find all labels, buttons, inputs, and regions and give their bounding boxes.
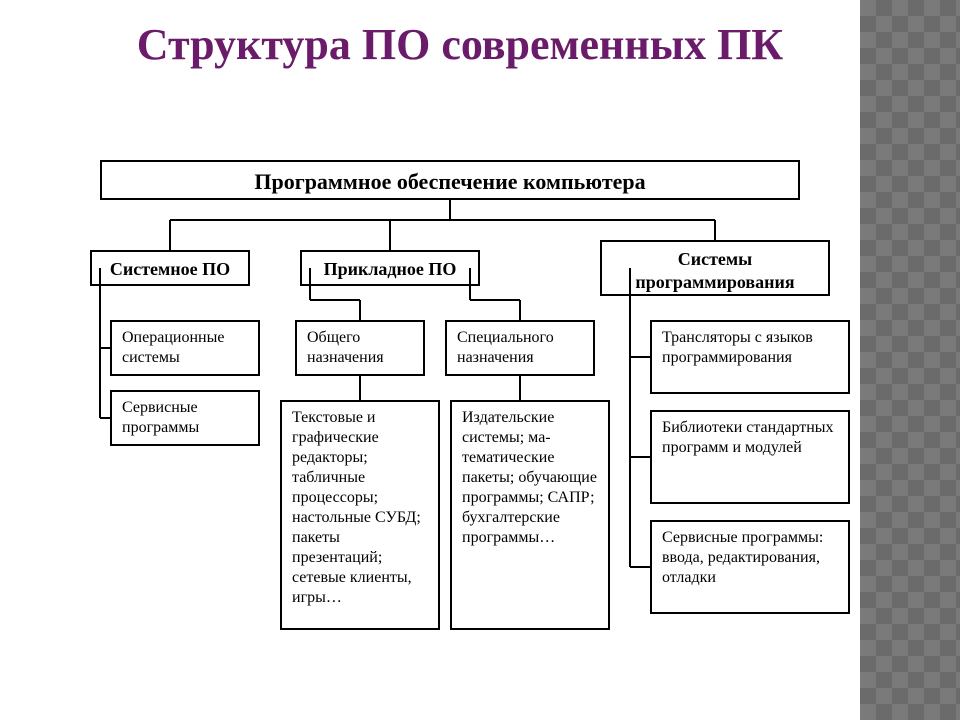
node-app_gen: Общего назначения	[295, 320, 425, 376]
node-sys_serv: Сервисные программы	[110, 390, 260, 446]
node-sys_os: Операционные системы	[110, 320, 260, 376]
node-app: Прикладное ПО	[300, 250, 480, 286]
node-prog: Системы программирования	[600, 240, 830, 296]
node-prog_trans: Трансляторы с языков програм­мирования	[650, 320, 850, 394]
node-app_gen_list: Текстовые и графические редакторы; табли…	[280, 400, 440, 630]
node-root: Программное обеспечение компьютера	[100, 160, 800, 200]
node-app_spec: Специального назначения	[445, 320, 595, 376]
page-title: Структура ПО современных ПК	[80, 20, 840, 71]
node-prog_lib: Библиотеки стандартных программ и модуле…	[650, 410, 850, 504]
node-prog_serv: Сервисные программы: ввода, редактирован…	[650, 520, 850, 614]
side-checker-pattern	[860, 0, 960, 720]
node-sys: Системное ПО	[90, 250, 250, 286]
node-app_spec_list: Издательские системы; ма­тематические па…	[450, 400, 610, 630]
